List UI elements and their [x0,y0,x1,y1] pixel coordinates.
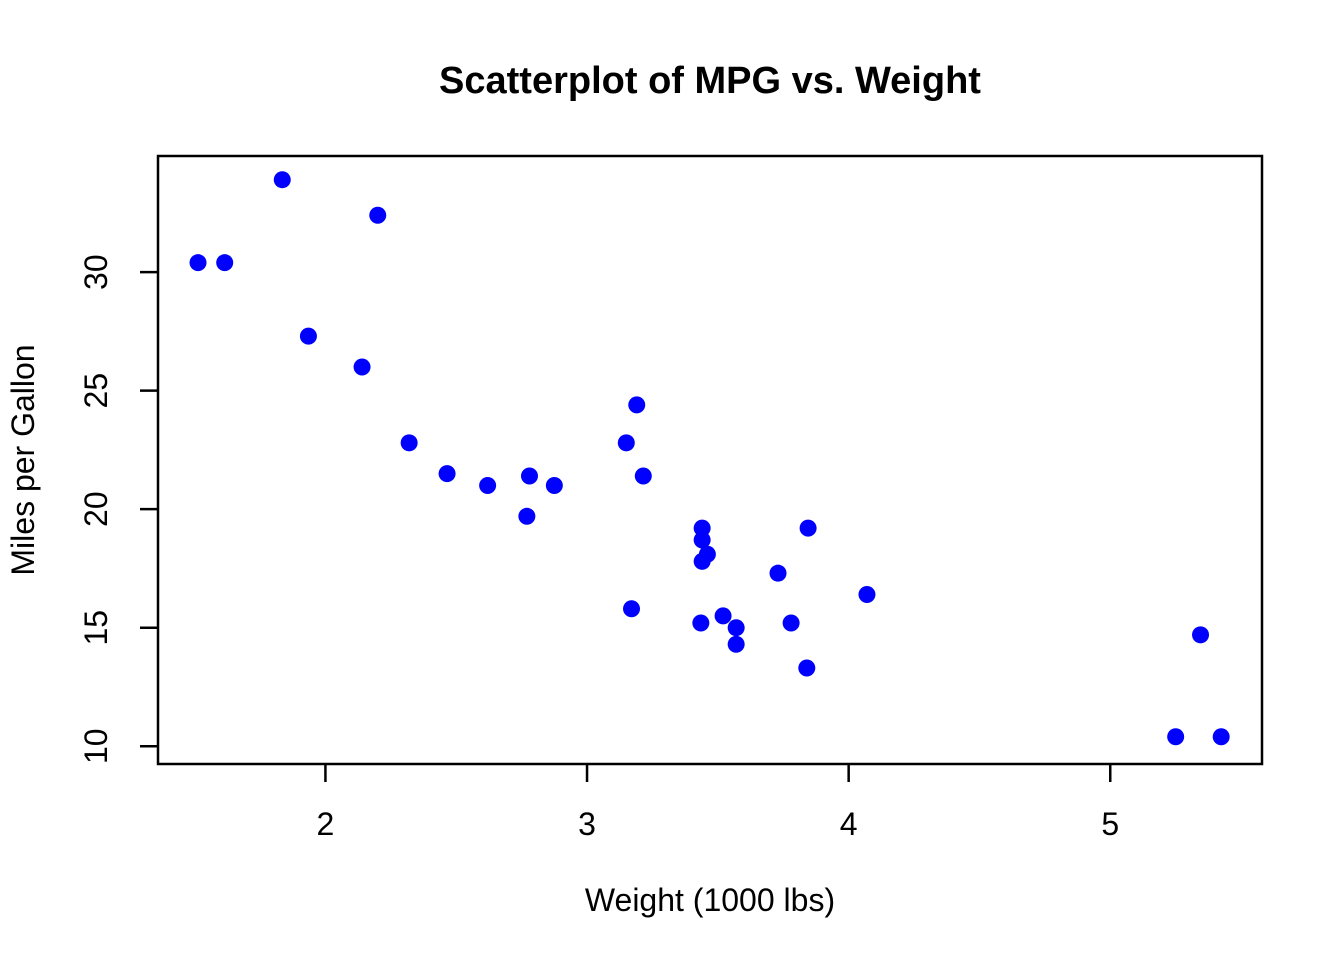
y-tick-label: 20 [78,491,114,527]
data-point [353,358,371,376]
y-tick-label: 30 [78,254,114,290]
data-point [1212,728,1230,746]
y-tick-label: 10 [78,728,114,764]
data-point [634,467,652,485]
y-axis-ticks: 10 15 20 25 30 [78,254,158,764]
x-tick-label: 5 [1101,806,1119,842]
data-point [782,614,800,632]
data-point [628,396,646,414]
data-point [216,254,234,272]
y-axis-label: Miles per Gallon [5,344,41,575]
data-point [617,434,635,452]
data-point [727,635,745,653]
plot-area-border [156,154,1264,766]
x-axis-label: Weight (1000 lbs) [585,882,835,918]
data-point [692,614,710,632]
data-point [273,171,291,189]
data-point [798,659,816,677]
data-point [693,519,711,537]
data-points [189,171,1230,746]
data-point [858,586,876,604]
data-point [623,600,641,618]
data-point [1192,626,1210,644]
data-point [714,607,732,625]
y-tick-label: 25 [78,373,114,409]
data-point [438,465,456,483]
data-point [520,467,538,485]
data-point [400,434,418,452]
y-tick-label: 15 [78,610,114,646]
data-point [518,507,536,525]
data-point [545,476,563,494]
data-point [189,254,207,272]
data-point [799,519,817,537]
data-point [479,476,497,494]
x-tick-label: 3 [578,806,596,842]
data-point [727,619,745,637]
data-point [693,552,711,570]
data-point [693,531,711,549]
x-tick-label: 2 [317,806,335,842]
data-point [769,564,787,582]
data-point [1167,728,1185,746]
x-axis-ticks: 2 3 4 5 [317,764,1119,842]
data-point [369,206,387,224]
chart-title: Scatterplot of MPG vs. Weight [439,60,981,102]
x-tick-label: 4 [840,806,858,842]
data-point [299,327,317,345]
